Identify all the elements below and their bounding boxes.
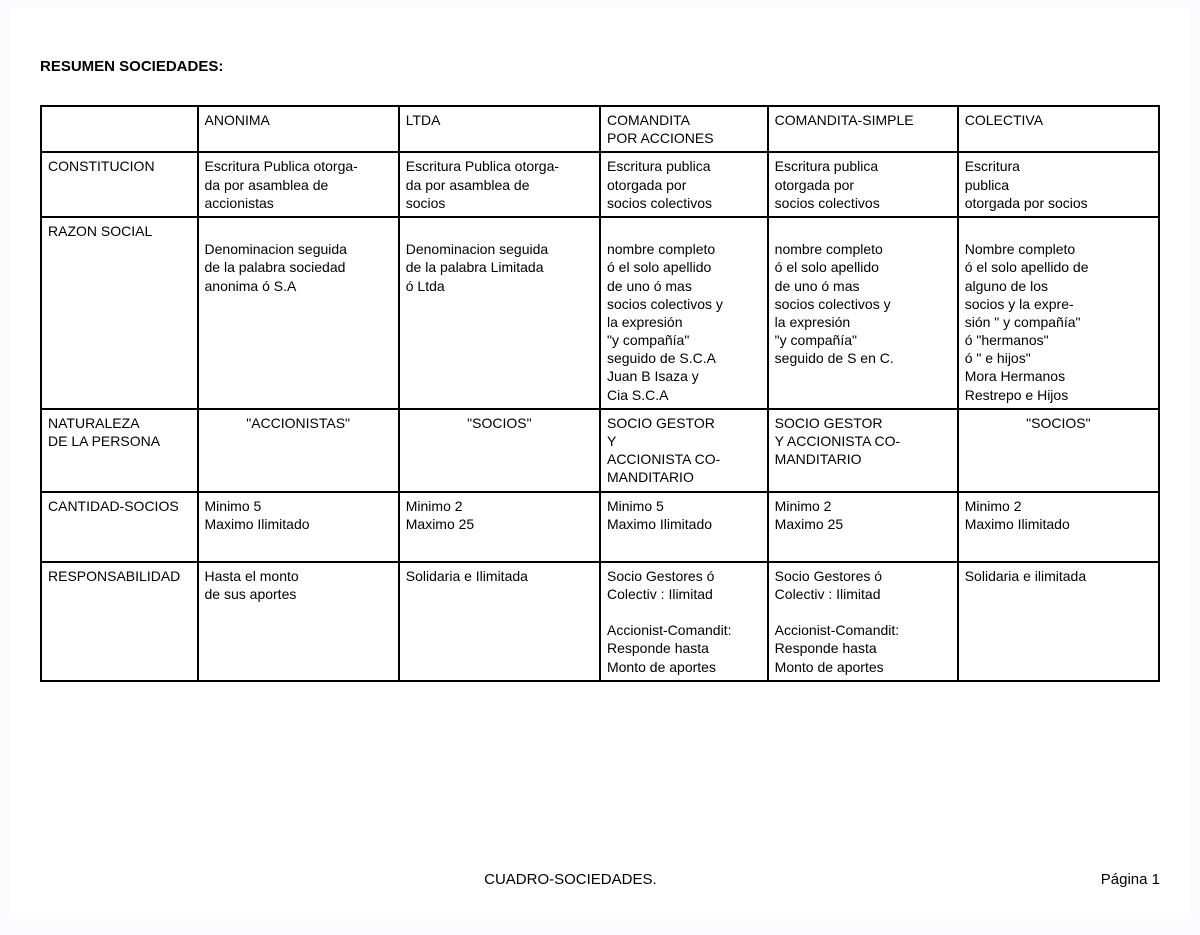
cell: Escriturapublicaotorgada por socios — [958, 152, 1159, 217]
cell: "ACCIONISTAS" — [198, 409, 399, 492]
document-title: RESUMEN SOCIEDADES: — [40, 58, 1160, 75]
document-page: RESUMEN SOCIEDADES: ANONIMA LTDA COMANDI… — [10, 8, 1190, 918]
cell: nombre completoó el solo apellidode uno … — [600, 217, 768, 409]
row-responsabilidad: RESPONSABILIDAD Hasta el montode sus apo… — [41, 562, 1159, 681]
cell: Escritura Publica otorga-da por asamblea… — [399, 152, 600, 217]
cell: Minimo 2Maximo Ilimitado — [958, 492, 1159, 562]
cell: Denominacion seguidade la palabra Limita… — [399, 217, 600, 409]
cell: Minimo 5Maximo Ilimitado — [600, 492, 768, 562]
cell: Minimo 2Maximo 25 — [768, 492, 958, 562]
row-label: RAZON SOCIAL — [41, 217, 198, 409]
cell: Escritura publicaotorgada porsocios cole… — [600, 152, 768, 217]
header-ltda: LTDA — [399, 106, 600, 152]
cell: Denominacion seguidade la palabra socied… — [198, 217, 399, 409]
row-label: CONSTITUCION — [41, 152, 198, 217]
cell: Socio Gestores óColectiv : IlimitadAccio… — [600, 562, 768, 681]
table-header-row: ANONIMA LTDA COMANDITAPOR ACCIONES COMAN… — [41, 106, 1159, 152]
cell: Nombre completoó el solo apellido dealgu… — [958, 217, 1159, 409]
cell: Hasta el montode sus aportes — [198, 562, 399, 681]
header-comandita-simple: COMANDITA-SIMPLE — [768, 106, 958, 152]
cell: Escritura Publica otorga-da por asamblea… — [198, 152, 399, 217]
cell: "SOCIOS" — [399, 409, 600, 492]
cell: SOCIO GESTORYACCIONISTA CO-MANDITARIO — [600, 409, 768, 492]
header-blank — [41, 106, 198, 152]
footer-title: CUADRO-SOCIEDADES. — [40, 871, 1101, 888]
header-colectiva: COLECTIVA — [958, 106, 1159, 152]
footer-page-number: Página 1 — [1101, 871, 1160, 888]
cell: Solidaria e ilimitada — [958, 562, 1159, 681]
cell: Minimo 5Maximo Ilimitado — [198, 492, 399, 562]
cell: Solidaria e Ilimitada — [399, 562, 600, 681]
cell: SOCIO GESTORY ACCIONISTA CO-MANDITARIO — [768, 409, 958, 492]
row-label: NATURALEZADE LA PERSONA — [41, 409, 198, 492]
row-naturaleza: NATURALEZADE LA PERSONA "ACCIONISTAS" "S… — [41, 409, 1159, 492]
row-cantidad-socios: CANTIDAD-SOCIOS Minimo 5Maximo Ilimitado… — [41, 492, 1159, 562]
sociedades-table: ANONIMA LTDA COMANDITAPOR ACCIONES COMAN… — [40, 105, 1160, 682]
cell: Minimo 2Maximo 25 — [399, 492, 600, 562]
row-label: CANTIDAD-SOCIOS — [41, 492, 198, 562]
row-constitucion: CONSTITUCION Escritura Publica otorga-da… — [41, 152, 1159, 217]
cell: "SOCIOS" — [958, 409, 1159, 492]
cell: nombre completoó el solo apellidode uno … — [768, 217, 958, 409]
row-label: RESPONSABILIDAD — [41, 562, 198, 681]
header-comandita-acciones: COMANDITAPOR ACCIONES — [600, 106, 768, 152]
row-razon-social: RAZON SOCIAL Denominacion seguidade la p… — [41, 217, 1159, 409]
header-anonima: ANONIMA — [198, 106, 399, 152]
page-footer: CUADRO-SOCIEDADES. Página 1 — [40, 871, 1160, 888]
cell: Escritura publicaotorgada porsocios cole… — [768, 152, 958, 217]
cell: Socio Gestores óColectiv : IlimitadAccio… — [768, 562, 958, 681]
